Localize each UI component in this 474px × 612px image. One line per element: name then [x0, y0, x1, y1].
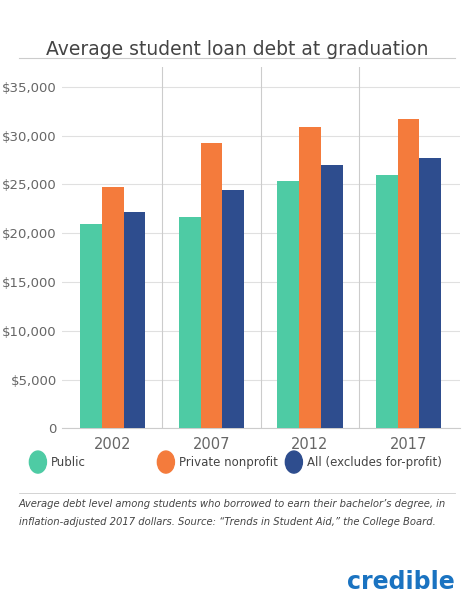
Bar: [321, 165, 343, 428]
Bar: [299, 127, 321, 428]
Bar: [376, 174, 398, 428]
Bar: [102, 187, 124, 428]
Bar: [179, 217, 201, 428]
Bar: [398, 119, 419, 428]
Text: Public: Public: [51, 455, 86, 469]
Bar: [81, 225, 102, 428]
Bar: [222, 190, 244, 428]
Bar: [419, 158, 441, 428]
Text: Private nonprofit: Private nonprofit: [179, 455, 278, 469]
Bar: [124, 212, 146, 428]
Text: All (excludes for-profit): All (excludes for-profit): [307, 455, 442, 469]
Text: credible: credible: [347, 570, 455, 594]
Text: inflation-adjusted 2017 dollars. Source: “Trends in Student Aid,” the College Bo: inflation-adjusted 2017 dollars. Source:…: [19, 517, 436, 527]
Text: Average debt level among students who borrowed to earn their bachelor’s degree, : Average debt level among students who bo…: [19, 499, 446, 509]
Bar: [201, 143, 222, 428]
Text: Average student loan debt at graduation: Average student loan debt at graduation: [46, 40, 428, 59]
Bar: [277, 181, 299, 428]
